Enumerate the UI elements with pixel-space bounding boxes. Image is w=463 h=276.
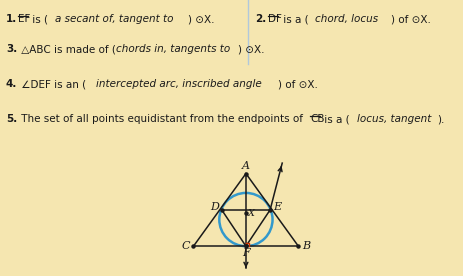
Text: A: A [241, 161, 250, 171]
Text: is a (: is a ( [280, 14, 308, 24]
Text: ) of ⊙X.: ) of ⊙X. [391, 14, 430, 24]
Text: The set of all points equidistant from the endpoints of: The set of all points equidistant from t… [18, 115, 306, 124]
Text: X: X [248, 209, 255, 217]
Text: 2.: 2. [255, 14, 266, 24]
Text: locus, tangent: locus, tangent [357, 115, 431, 124]
Text: ) ⊙X.: ) ⊙X. [238, 44, 264, 54]
Text: B: B [302, 241, 310, 251]
Text: CB: CB [309, 115, 324, 124]
Text: ) ⊙X.: ) ⊙X. [188, 14, 214, 24]
Text: 1.: 1. [6, 14, 17, 24]
Text: a secant of, tangent to: a secant of, tangent to [55, 14, 174, 24]
Text: E: E [273, 202, 281, 212]
Text: ) of ⊙X.: ) of ⊙X. [277, 79, 317, 89]
Text: △ABC is made of (: △ABC is made of ( [18, 44, 116, 54]
Text: is a (: is a ( [321, 115, 349, 124]
Text: intercepted arc, inscribed angle: intercepted arc, inscribed angle [96, 79, 261, 89]
Text: chord, locus: chord, locus [315, 14, 378, 24]
Text: 5.: 5. [6, 115, 17, 124]
Text: ∠DEF is an (: ∠DEF is an ( [18, 79, 86, 89]
Text: EF: EF [18, 14, 30, 24]
Text: D: D [210, 202, 219, 212]
Text: chords in, tangents to: chords in, tangents to [116, 44, 230, 54]
Text: C: C [181, 241, 190, 251]
Text: is (: is ( [29, 14, 48, 24]
Text: 3.: 3. [6, 44, 17, 54]
Text: F: F [242, 248, 249, 258]
Text: DF: DF [268, 14, 281, 24]
Text: 4.: 4. [6, 79, 17, 89]
Text: ).: ). [437, 115, 444, 124]
